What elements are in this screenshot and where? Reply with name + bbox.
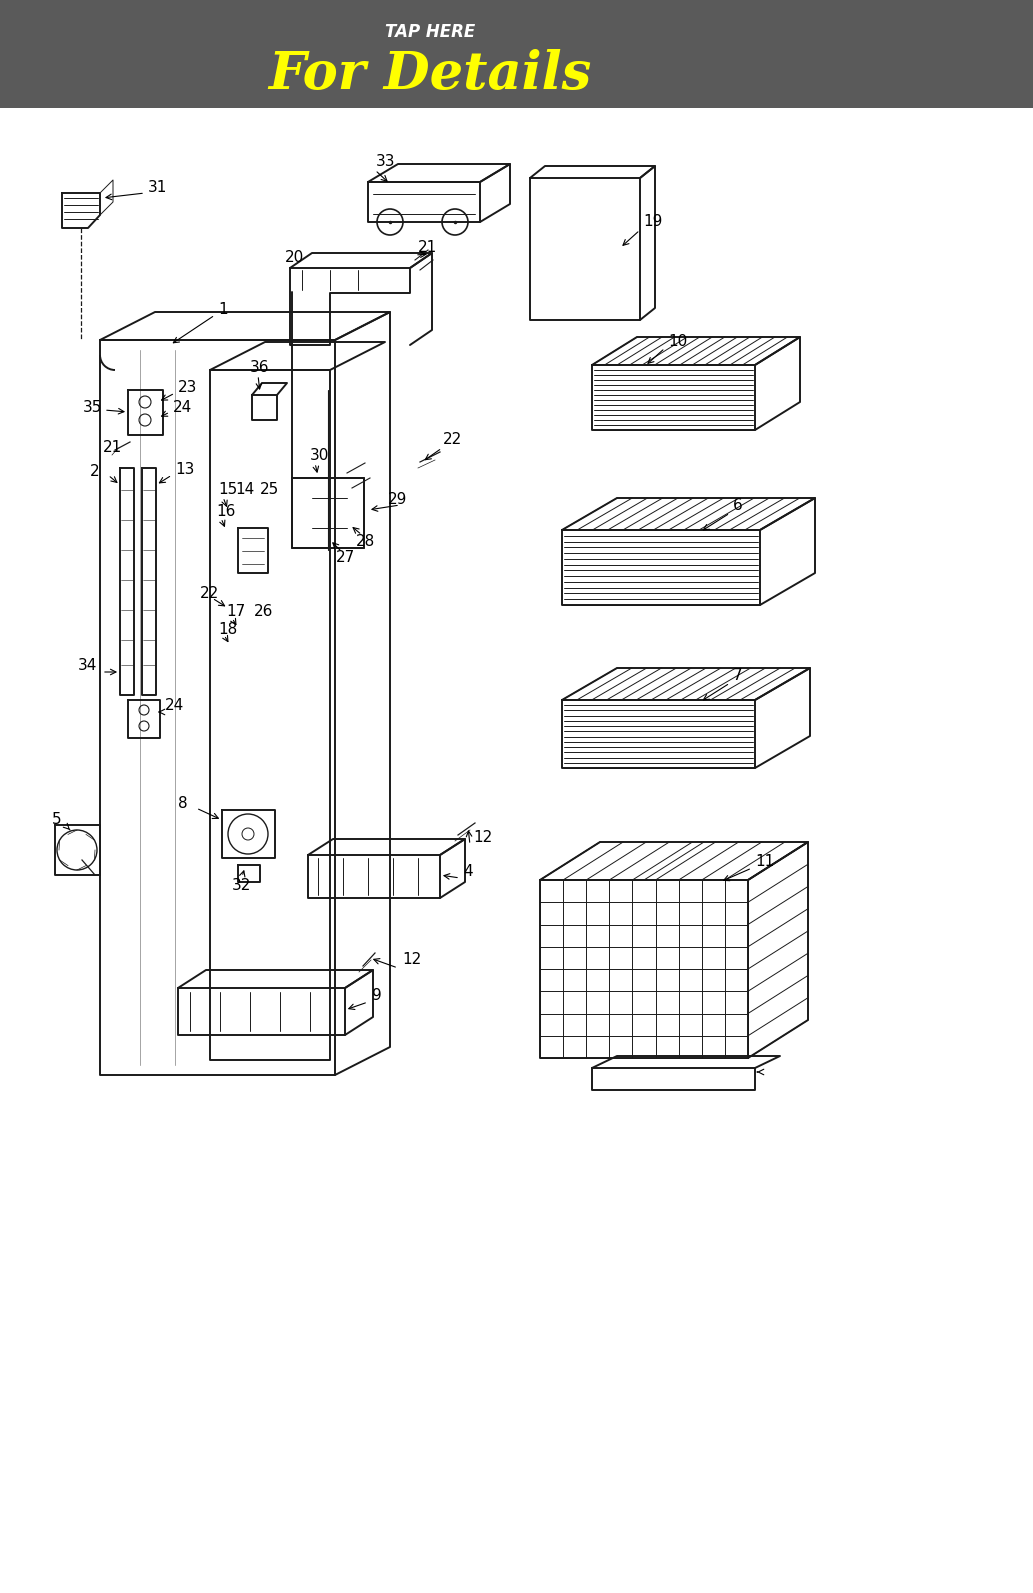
- Text: 21: 21: [103, 441, 122, 456]
- Text: 32: 32: [232, 878, 251, 894]
- Text: 18: 18: [218, 623, 238, 637]
- Text: 14: 14: [234, 483, 254, 497]
- Text: TAP HERE: TAP HERE: [385, 22, 475, 41]
- Text: 27: 27: [336, 551, 355, 566]
- Text: 21: 21: [418, 241, 437, 255]
- Text: 30: 30: [310, 449, 330, 464]
- Text: 33: 33: [376, 155, 396, 169]
- Text: 28: 28: [356, 534, 375, 548]
- Text: 9: 9: [372, 989, 382, 1004]
- Text: 24: 24: [173, 400, 192, 414]
- Text: 26: 26: [254, 604, 274, 620]
- Text: 19: 19: [643, 215, 662, 229]
- Text: 11: 11: [755, 854, 775, 870]
- Text: 8: 8: [178, 795, 188, 811]
- Text: 29: 29: [388, 492, 407, 508]
- Text: 36: 36: [250, 360, 270, 376]
- Text: 34: 34: [79, 658, 97, 672]
- Text: 5: 5: [52, 812, 62, 827]
- Text: 7: 7: [733, 669, 743, 683]
- Text: 15: 15: [218, 483, 238, 497]
- Text: 20: 20: [285, 250, 305, 266]
- Text: 24: 24: [165, 698, 184, 714]
- Text: 22: 22: [200, 586, 219, 601]
- Text: 31: 31: [148, 180, 167, 196]
- Text: 17: 17: [226, 604, 245, 620]
- Text: 25: 25: [260, 483, 279, 497]
- Text: 13: 13: [175, 462, 194, 478]
- Text: 10: 10: [668, 333, 687, 349]
- Bar: [0, 0, 1033, 108]
- Text: 23: 23: [178, 381, 197, 395]
- Text: For Details: For Details: [269, 49, 592, 100]
- Text: 35: 35: [83, 400, 102, 414]
- Text: 4: 4: [463, 865, 473, 879]
- Text: 16: 16: [216, 505, 236, 519]
- Text: 12: 12: [473, 830, 493, 846]
- Text: 6: 6: [733, 499, 743, 513]
- Text: 2: 2: [90, 465, 99, 479]
- Text: 1: 1: [218, 303, 227, 317]
- Text: 12: 12: [402, 953, 421, 967]
- Text: 22: 22: [443, 433, 462, 448]
